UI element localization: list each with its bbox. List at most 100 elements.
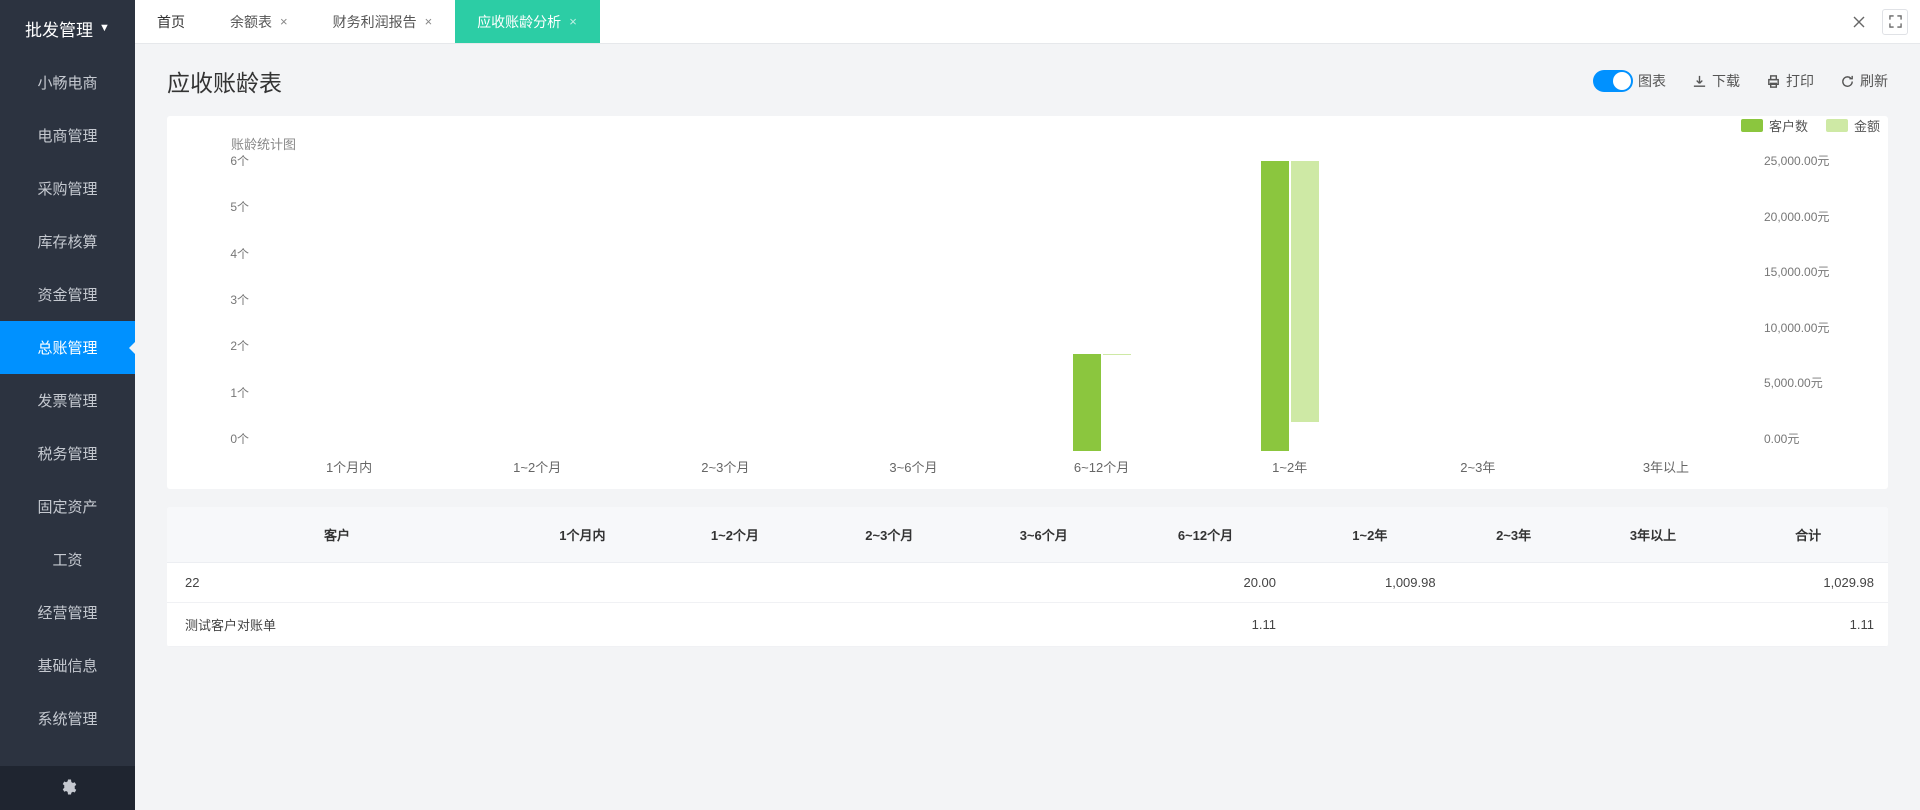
sidebar-item-12[interactable]: 系统管理 (0, 692, 135, 745)
close-icon[interactable]: × (425, 14, 433, 29)
y-right-tick: 10,000.00元 (1764, 322, 1860, 334)
tab-3[interactable]: 应收账龄分析 × (455, 0, 600, 43)
y-left-tick: 6个 (195, 155, 249, 167)
table-cell: 22 (167, 563, 507, 603)
sidebar-item-0[interactable]: 小畅电商 (0, 56, 135, 109)
table-card: 客户1个月内1~2个月2~3个月3~6个月6~12个月1~2年2~3年3年以上合… (167, 507, 1888, 647)
table-cell: 20.00 (1121, 563, 1290, 603)
chart-toggle[interactable]: 图表 (1593, 70, 1666, 92)
table-cell: 1.11 (1121, 603, 1290, 647)
x-label: 1~2年 (1196, 457, 1384, 476)
table-header: 6~12个月 (1121, 507, 1290, 563)
bar[interactable] (1073, 354, 1101, 451)
chart-area: 6个5个4个3个2个1个0个 25,000.00元20,000.00元15,00… (195, 161, 1860, 471)
close-icon[interactable]: × (280, 14, 288, 29)
y-right-tick: 15,000.00元 (1764, 266, 1860, 278)
tab-0[interactable]: 首页 (135, 0, 208, 43)
download-button[interactable]: 下载 (1692, 71, 1740, 91)
legend-item[interactable]: 客户数 (1741, 116, 1808, 135)
tab-2[interactable]: 财务利润报告 × (311, 0, 456, 43)
table-row[interactable]: 22 20.001,009.98 1,029.98 (167, 563, 1888, 603)
y-axis-right: 25,000.00元20,000.00元15,000.00元10,000.00元… (1764, 161, 1860, 451)
table-cell (658, 563, 812, 603)
bar[interactable] (1291, 161, 1319, 422)
toggle-switch[interactable] (1593, 70, 1633, 92)
sidebar-item-1[interactable]: 电商管理 (0, 109, 135, 162)
table-cell (507, 603, 658, 647)
sidebar-item-5[interactable]: 总账管理 (0, 321, 135, 374)
tab-1[interactable]: 余额表× (208, 0, 311, 43)
gear-icon[interactable] (59, 778, 77, 799)
print-button[interactable]: 打印 (1766, 71, 1814, 91)
main: 首页余额表×财务利润报告×应收账龄分析× 应收账龄表 图表 (135, 0, 1920, 810)
table-cell (967, 603, 1121, 647)
aging-table: 客户1个月内1~2个月2~3个月3~6个月6~12个月1~2年2~3年3年以上合… (167, 507, 1888, 647)
x-label: 2~3个月 (631, 457, 819, 476)
bar[interactable] (1261, 161, 1289, 451)
sidebar-item-8[interactable]: 固定资产 (0, 480, 135, 533)
table-row[interactable]: 测试客户对账单 1.11 1.11 (167, 603, 1888, 647)
table-cell: 1,009.98 (1290, 563, 1450, 603)
sidebar-item-4[interactable]: 资金管理 (0, 268, 135, 321)
x-label: 6~12个月 (1008, 457, 1196, 476)
tab-label: 应收账龄分析 (477, 12, 561, 32)
y-right-tick: 0.00元 (1764, 433, 1860, 445)
table-header: 合计 (1728, 507, 1888, 563)
table-header: 客户 (167, 507, 507, 563)
sidebar-item-7[interactable]: 税务管理 (0, 427, 135, 480)
close-icon[interactable]: × (569, 14, 577, 29)
table-cell (812, 603, 966, 647)
y-left-tick: 0个 (195, 433, 249, 445)
fullscreen-button[interactable] (1882, 9, 1908, 35)
sidebar-item-11[interactable]: 基础信息 (0, 639, 135, 692)
close-all-tabs-button[interactable] (1846, 9, 1872, 35)
sidebar-footer (0, 766, 135, 810)
sidebar-item-9[interactable]: 工资 (0, 533, 135, 586)
caret-down-icon: ▼ (99, 22, 110, 34)
sidebar-item-10[interactable]: 经营管理 (0, 586, 135, 639)
y-right-tick: 25,000.00元 (1764, 155, 1860, 167)
table-cell (658, 603, 812, 647)
table-header: 3~6个月 (967, 507, 1121, 563)
refresh-label: 刷新 (1860, 71, 1888, 91)
chart-legend: 客户数金额 (1741, 116, 1880, 135)
tabs-bar: 首页余额表× 财务利润报告 × 应收账龄分析 × (135, 0, 1920, 44)
table-header: 2~3个月 (812, 507, 966, 563)
sidebar-header[interactable]: 批发管理 ▼ (0, 0, 135, 56)
y-left-tick: 3个 (195, 294, 249, 306)
y-axis-left: 6个5个4个3个2个1个0个 (195, 161, 249, 451)
table-cell (967, 563, 1121, 603)
x-axis-labels: 1个月内1~2个月2~3个月3~6个月6~12个月1~2年2~3年3年以上 (255, 457, 1760, 476)
x-label: 1~2个月 (443, 457, 631, 476)
table-cell (1290, 603, 1450, 647)
table-cell: 1.11 (1728, 603, 1888, 647)
y-left-tick: 1个 (195, 387, 249, 399)
download-label: 下载 (1712, 71, 1740, 91)
y-right-tick: 20,000.00元 (1764, 211, 1860, 223)
sidebar-item-6[interactable]: 发票管理 (0, 374, 135, 427)
tab-label: 财务利润报告 (333, 12, 417, 32)
sidebar-header-label: 批发管理 (25, 16, 93, 41)
chart-title: 账龄统计图 (231, 134, 1860, 153)
table-cell (812, 563, 966, 603)
table-cell: 1,029.98 (1728, 563, 1888, 603)
sidebar-item-3[interactable]: 库存核算 (0, 215, 135, 268)
legend-label: 客户数 (1769, 116, 1808, 135)
table-cell (1450, 603, 1578, 647)
table-header: 1~2个月 (658, 507, 812, 563)
table-header: 1个月内 (507, 507, 658, 563)
legend-item[interactable]: 金额 (1826, 116, 1880, 135)
bar-group (1073, 354, 1131, 451)
table-cell: 测试客户对账单 (167, 603, 507, 647)
sidebar: 批发管理 ▼ 小畅电商电商管理采购管理库存核算资金管理总账管理发票管理税务管理固… (0, 0, 135, 810)
refresh-button[interactable]: 刷新 (1840, 71, 1888, 91)
table-cell (507, 563, 658, 603)
chart-toggle-label: 图表 (1638, 71, 1666, 91)
y-left-tick: 5个 (195, 201, 249, 213)
table-header: 2~3年 (1450, 507, 1578, 563)
chart-card: 账龄统计图 客户数金额 6个5个4个3个2个1个0个 25,000.00元20,… (167, 116, 1888, 489)
print-label: 打印 (1786, 71, 1814, 91)
x-label: 1个月内 (255, 457, 443, 476)
y-right-tick: 5,000.00元 (1764, 377, 1860, 389)
sidebar-item-2[interactable]: 采购管理 (0, 162, 135, 215)
